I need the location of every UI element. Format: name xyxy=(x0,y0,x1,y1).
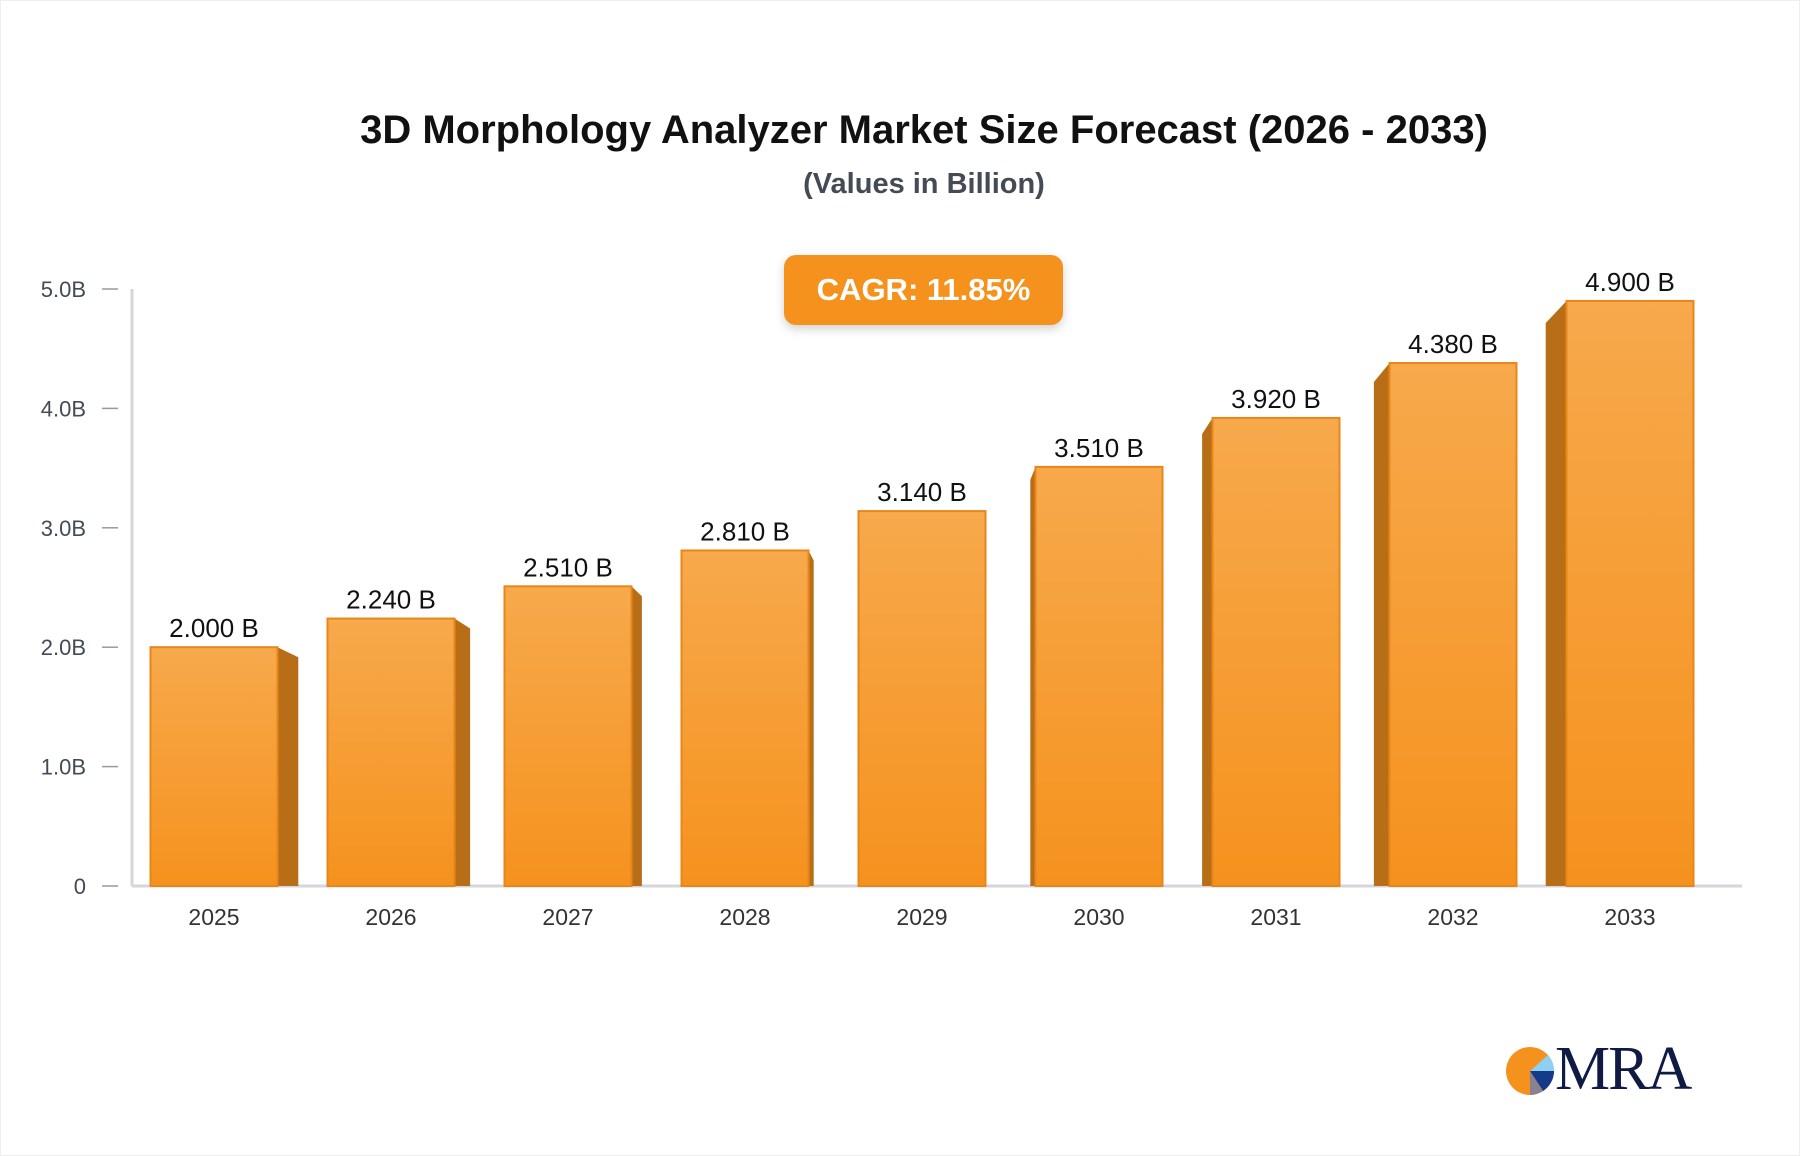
x-tick-label: 2030 xyxy=(1073,904,1124,930)
value-label: 2.810 B xyxy=(700,516,790,546)
bar-front-face xyxy=(680,549,810,888)
cagr-badge: CAGR: 11.85% xyxy=(784,255,1063,325)
value-label: 3.510 B xyxy=(1054,433,1144,463)
bar-front-face xyxy=(857,510,987,887)
bar-2030: 3.510 B xyxy=(1030,433,1164,887)
bar-front-face xyxy=(1211,416,1341,887)
bar-front-face xyxy=(1388,362,1518,887)
y-tick-label: 4.0B xyxy=(41,396,86,421)
bar-side-face xyxy=(1202,417,1213,886)
chart-subtitle: (Values in Billion) xyxy=(803,168,1045,200)
mra-logo: MRA xyxy=(1505,1035,1705,1103)
x-tick-label: 2028 xyxy=(719,904,770,930)
bar-side-face xyxy=(277,647,299,886)
bar-side-face xyxy=(454,618,471,886)
bar-2029: 3.140 B xyxy=(857,477,987,887)
bar-2026: 2.240 B xyxy=(326,585,471,887)
bar-side-face xyxy=(631,586,642,886)
x-tick-label: 2031 xyxy=(1250,904,1301,930)
bar-front-face xyxy=(326,617,456,887)
value-label: 2.240 B xyxy=(346,585,436,615)
y-tick-label: 2.0B xyxy=(41,635,86,660)
y-tick-label: 5.0B xyxy=(41,277,86,302)
value-label: 3.140 B xyxy=(877,477,967,507)
bar-front-face xyxy=(1034,465,1164,887)
y-tick-label: 0 xyxy=(74,874,86,899)
bar-2025: 2.000 B xyxy=(149,613,299,888)
y-tick-label: 1.0B xyxy=(41,755,86,780)
bar-side-face xyxy=(1030,466,1036,886)
value-label: 2.510 B xyxy=(523,552,613,582)
value-label: 4.380 B xyxy=(1408,329,1498,359)
bar-2032: 4.380 B xyxy=(1373,329,1518,887)
y-tick-label: 3.0B xyxy=(41,516,86,541)
chart-title: 3D Morphology Analyzer Market Size Forec… xyxy=(360,108,1488,152)
value-label: 3.920 B xyxy=(1231,384,1321,414)
bar-2028: 2.810 B xyxy=(680,516,814,888)
bar-front-face xyxy=(1565,299,1695,887)
bar-2031: 3.920 B xyxy=(1202,384,1341,887)
logo-text: MRA xyxy=(1555,1035,1692,1103)
bar-2033: 4.900 B xyxy=(1545,267,1695,887)
bar-side-face xyxy=(808,550,814,886)
bar-front-face xyxy=(149,646,279,888)
bar-2027: 2.510 B xyxy=(503,552,642,888)
bar-front-face xyxy=(503,585,633,888)
x-tick-label: 2032 xyxy=(1427,904,1478,930)
value-label: 2.000 B xyxy=(169,613,259,643)
x-tick-label: 2025 xyxy=(188,904,239,930)
x-tick-label: 2027 xyxy=(542,904,593,930)
x-tick-label: 2026 xyxy=(365,904,416,930)
value-label: 4.900 B xyxy=(1585,267,1675,297)
x-tick-label: 2033 xyxy=(1604,904,1655,930)
x-tick-label: 2029 xyxy=(896,904,947,930)
pie-logo-icon xyxy=(1506,1047,1555,1095)
bar-side-face xyxy=(1373,363,1390,886)
bar-side-face xyxy=(1545,300,1567,886)
